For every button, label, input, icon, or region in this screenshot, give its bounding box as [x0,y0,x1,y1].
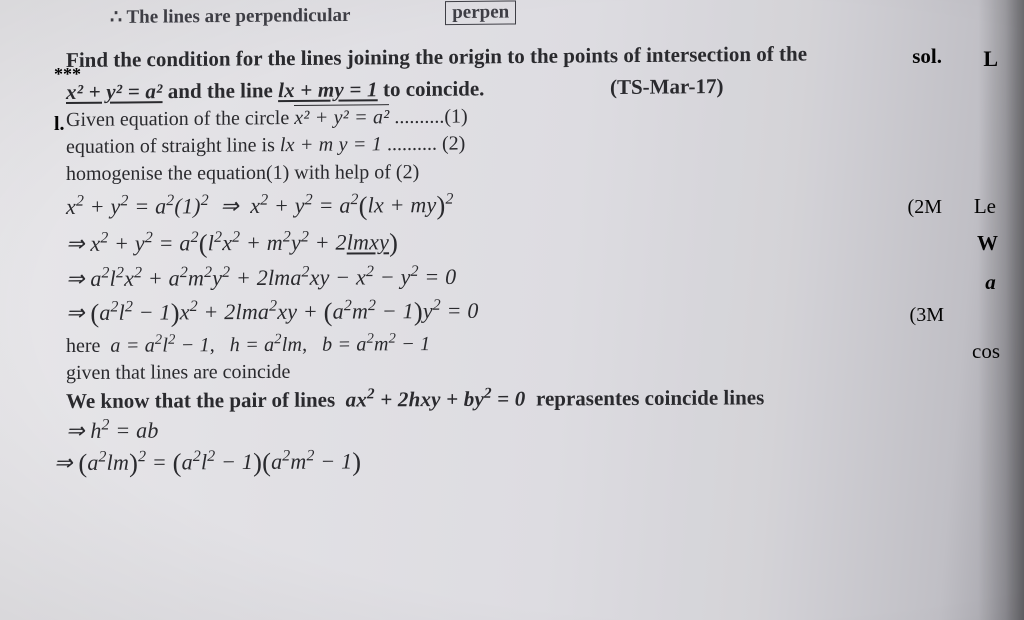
eq4: ⇒ (a2l2 − 1)x2 + 2lma2xy + (a2m2 − 1)y2 … [66,293,1004,329]
far-Le: Le [974,194,996,219]
q2-eq1: x² + y² = a² [66,79,163,104]
s2-eq: lx + m y = 1 [280,133,382,156]
s1-tag: ..........(1) [394,105,467,128]
far-right-L: L [983,46,998,72]
we-know-line: We know that the pair of lines ax2 + 2hx… [66,384,1004,414]
imp1: ⇒ h2 = ab [66,413,1004,444]
q2-end: to coincide. [378,76,485,101]
s1-eq-text: x² + y² = a² [294,106,389,129]
margin-label-l: l. [54,113,65,136]
far-V: W [977,231,998,256]
coef-line: here a = a2l2 − 1, h = a2lm, b = a2m2 − … [66,330,1004,358]
eq2: ⇒ x2 + y2 = a2(l2x2 + m2y2 + 2lmxy) [66,224,1004,260]
sol-line-2: equation of straight line is lx + m y = … [66,128,1004,159]
sol-line-1: Given equation of the circle x² + y² = a… [66,101,1004,132]
s2-tag: .......... (2) [387,133,465,156]
question-line-1-text: Find the condition for the lines joining… [66,42,807,72]
question-line-2: x² + y² = a² and the line lx + my = 1 to… [66,72,1004,105]
top-fragment-text: ∴ The lines are perpendicular [110,5,350,28]
eq1: x2 + y2 = a2(1)2 ⇒ x2 + y2 = a2(lx + my)… [66,187,1004,223]
q2-eq2: lx + my = 1 [278,77,378,102]
given-line: given that lines are coincide [66,357,1004,385]
marks-2m: (2M [908,196,942,219]
question-line-1: Find the condition for the lines joining… [66,40,1004,73]
marks-3m: (3M [910,304,944,327]
top-fragment: ∴ The lines are perpendicular perpen [110,0,1004,30]
eq3: ⇒ a2l2x2 + a2m2y2 + 2lma2xy − x2 − y2 = … [66,261,1004,292]
s1-eq: x² + y² = a² [294,104,389,129]
boxed-fragment: perpen [445,0,516,25]
sol-label: sol. [912,44,942,69]
far-a: a [985,270,996,295]
s2a: equation of straight line is [66,134,280,158]
textbook-page: ∴ The lines are perpendicular perpen ***… [0,0,1024,620]
s1a: Given equation of the circle [66,107,294,131]
q2-mid: and the line [163,78,279,103]
imp2: ⇒ (a2lm)2 = (a2l2 − 1)(a2m2 − 1) [54,443,1004,479]
sol-homogenise: homogenise the equation(1) with help of … [66,158,1004,186]
